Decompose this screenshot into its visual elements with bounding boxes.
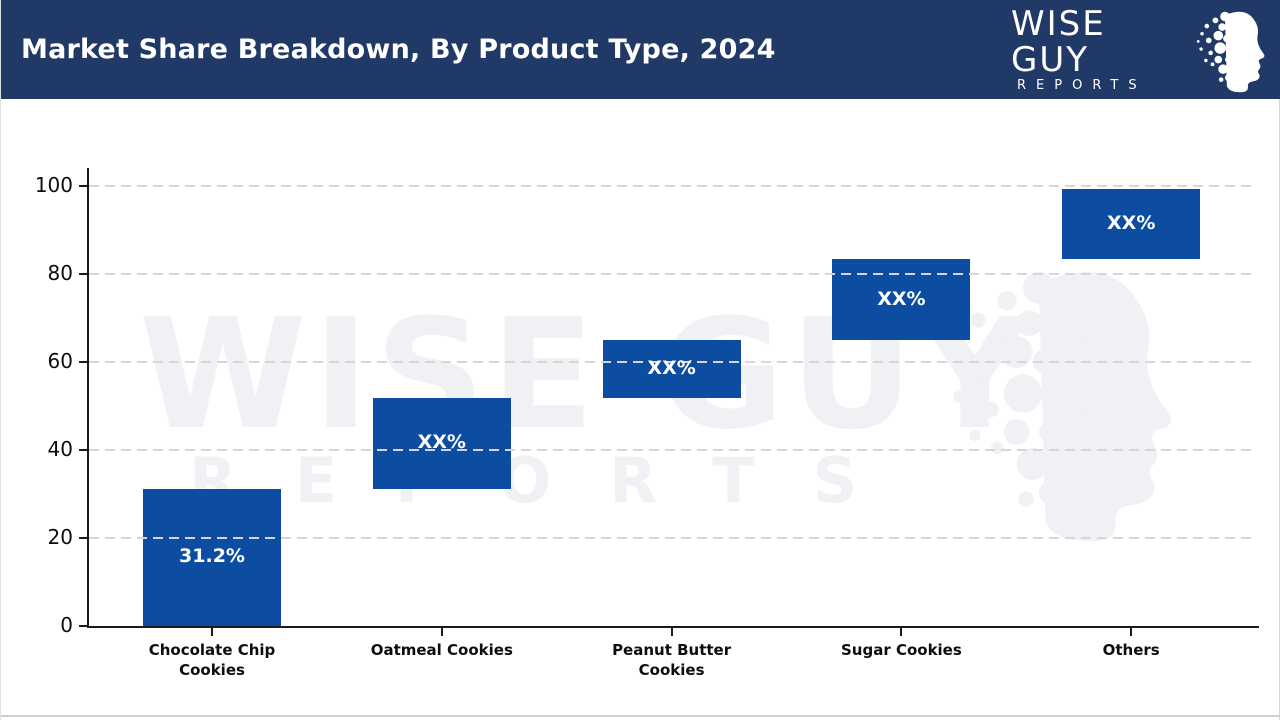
bar-value-label: XX%: [647, 357, 696, 380]
logo-text: WISE GUY REPORTS: [1011, 3, 1191, 94]
bar-value-label: XX%: [1107, 211, 1156, 234]
bar-segment: [602, 340, 741, 399]
bar-segment: [143, 488, 281, 626]
y-tick-mark-80: [79, 273, 87, 275]
gridline-20: [89, 537, 1257, 539]
category-label: Others: [1102, 641, 1160, 659]
x-tick-mark: [670, 628, 673, 636]
logo-wordmark: WISE GUY: [1011, 3, 1106, 80]
page-title: Market Share Breakdown, By Product Type,…: [21, 34, 776, 65]
watermark-subtitle: REPORTS: [189, 444, 916, 517]
y-tick-label-60: 60: [47, 349, 73, 373]
waterfall-chart: 0 20 40 60 80 100 31.2% Chocolate Chip Cookies X…: [1, 99, 1280, 720]
gridline-100: [89, 185, 1257, 187]
head-profile-icon: [1196, 11, 1265, 93]
y-tick-label-80: 80: [47, 261, 73, 285]
bar-value-label: XX%: [417, 431, 466, 454]
x-tick-mark: [900, 628, 903, 636]
y-tick-mark-40: [79, 449, 87, 451]
x-tick-mark: [211, 628, 213, 636]
y-tick-label-40: 40: [47, 437, 73, 461]
logo-subtitle: REPORTS: [1017, 78, 1147, 94]
category-label: Chocolate Chip Cookies: [148, 641, 276, 680]
y-tick-mark-0: [79, 625, 87, 627]
page-bottom-rule: [1, 715, 1280, 717]
bar-value-label: 31.2%: [179, 545, 245, 568]
bar-value-label: XX%: [877, 287, 926, 310]
bar-segment: [372, 398, 511, 489]
x-axis-line: [87, 626, 1259, 628]
y-tick-label-100: 100: [34, 173, 73, 197]
bar-segment: [832, 259, 971, 340]
watermark-head-profile: [953, 272, 1171, 542]
wise-guy-logo: WISE GUY REPORTS: [1011, 4, 1273, 96]
y-tick-mark-20: [79, 537, 87, 539]
gridline-40: [89, 449, 1257, 451]
category-label: Oatmeal Cookies: [370, 641, 513, 659]
bar-segment: [1062, 188, 1201, 260]
category-label: Sugar Cookies: [840, 641, 962, 659]
y-tick-label-0: 0: [60, 613, 73, 637]
y-tick-mark-60: [79, 361, 87, 363]
x-tick-mark: [440, 628, 443, 636]
gridline-60: [89, 361, 1257, 363]
header-bar: Market Share Breakdown, By Product Type,…: [1, 0, 1280, 99]
category-label: Peanut Butter Cookies: [612, 641, 732, 680]
y-tick-label-20: 20: [47, 525, 73, 549]
y-tick-mark-100: [79, 185, 87, 187]
x-tick-mark: [1130, 628, 1133, 636]
gridline-80: [89, 273, 1257, 275]
y-axis-line: [87, 168, 89, 628]
